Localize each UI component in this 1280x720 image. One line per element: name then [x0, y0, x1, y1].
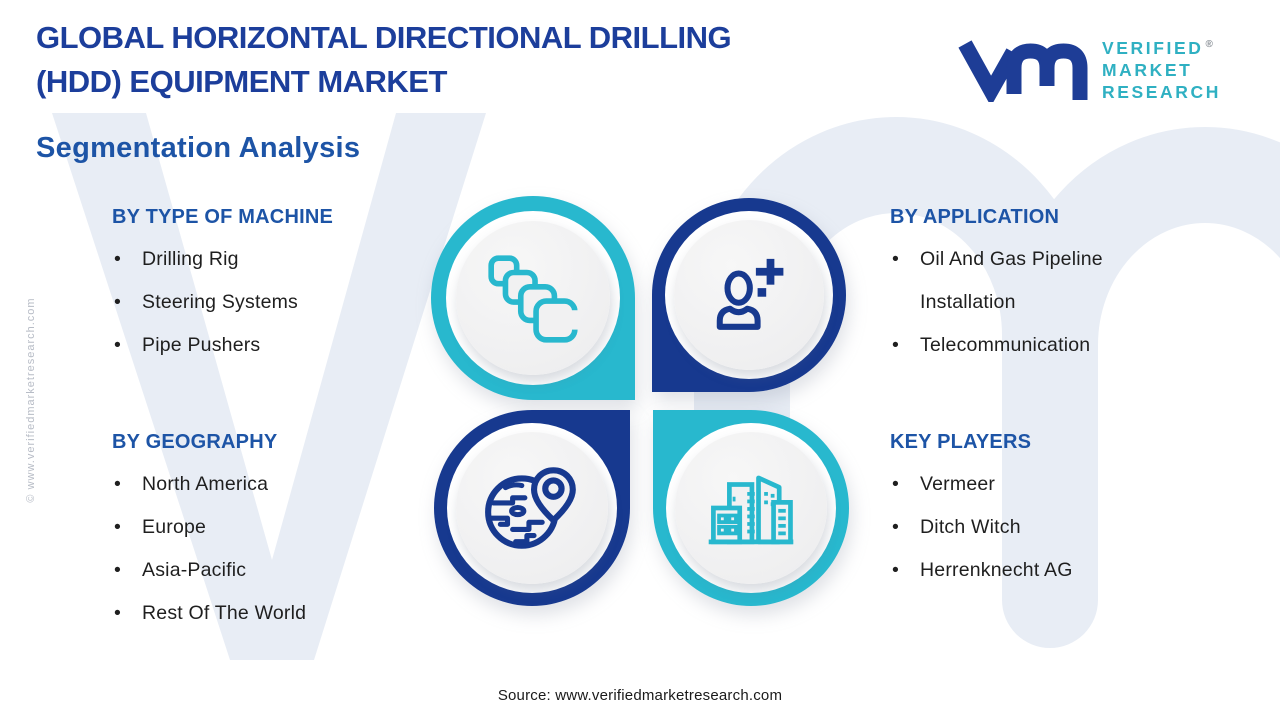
subtitle-segmentation-analysis: Segmentation Analysis	[36, 132, 361, 164]
logo-word-research: RESEARCH	[1102, 81, 1222, 102]
quadrant-inner-circle	[675, 432, 827, 584]
bullet-list: Oil And Gas Pipeline Installation Teleco…	[890, 238, 1152, 367]
bullet-list: North America Europe Asia-Pacific Rest O…	[112, 463, 412, 635]
list-item: Pipe Pushers	[112, 324, 412, 367]
section-by-geography: BY GEOGRAPHY North America Europe Asia-P…	[112, 431, 412, 635]
list-item: Ditch Witch	[890, 506, 1190, 549]
list-item: Drilling Rig	[112, 238, 412, 281]
vmr-monogram-icon	[958, 40, 1088, 102]
list-item: Vermeer	[890, 463, 1190, 506]
list-item: Europe	[112, 506, 412, 549]
bullet-list: Vermeer Ditch Witch Herrenknecht AG	[890, 463, 1190, 592]
logo-word-verified: VERIFIED ®	[1102, 37, 1213, 58]
list-item: North America	[112, 463, 412, 506]
city-buildings-icon	[708, 475, 794, 545]
list-item: Steering Systems	[112, 281, 412, 324]
section-heading: BY GEOGRAPHY	[112, 431, 278, 453]
list-item: Rest Of The World	[112, 592, 412, 635]
list-item: Asia-Pacific	[112, 549, 412, 592]
quadrant-inner-circle	[674, 220, 824, 370]
quadrant-type-of-machine	[431, 196, 635, 400]
vmr-logo: VERIFIED ® MARKET RESEARCH	[952, 28, 1221, 103]
section-by-type-of-machine: BY TYPE OF MACHINE Drilling Rig Steering…	[112, 206, 412, 367]
section-heading: BY APPLICATION	[890, 206, 1060, 228]
quadrant-key-players	[653, 410, 849, 606]
list-item: Herrenknecht AG	[890, 549, 1190, 592]
person-plus-icon	[716, 258, 784, 330]
quadrant-inner-circle	[456, 221, 610, 375]
page-title-line-2: (HDD) EQUIPMENT MARKET	[36, 64, 447, 99]
quadrant-application	[652, 198, 846, 392]
list-item: Telecommunication	[890, 324, 1152, 367]
section-key-players: KEY PLAYERS Vermeer Ditch Witch Herrenkn…	[890, 431, 1190, 592]
quadrant-geography	[434, 410, 630, 606]
logo-word-market: MARKET	[1102, 59, 1193, 80]
globe-location-icon	[485, 467, 576, 549]
page-title-line-1: GLOBAL HORIZONTAL DIRECTIONAL DRILLING	[36, 20, 732, 55]
section-heading: KEY PLAYERS	[890, 431, 1032, 453]
logo-wordmark: VERIFIED ® MARKET RESEARCH	[1102, 34, 1221, 103]
registered-trademark-symbol: ®	[1205, 39, 1213, 50]
section-heading: BY TYPE OF MACHINE	[112, 206, 334, 228]
page-title: GLOBAL HORIZONTAL DIRECTIONAL DRILLING (…	[36, 16, 732, 104]
list-item: Oil And Gas Pipeline Installation	[890, 238, 1152, 324]
source-attribution: Source: www.verifiedmarketresearch.com	[497, 687, 783, 704]
quadrant-inner-circle	[456, 432, 608, 584]
bullet-list: Drilling Rig Steering Systems Pipe Pushe…	[112, 238, 412, 367]
pipes-icon	[488, 255, 580, 343]
section-by-application: BY APPLICATION Oil And Gas Pipeline Inst…	[890, 206, 1152, 367]
